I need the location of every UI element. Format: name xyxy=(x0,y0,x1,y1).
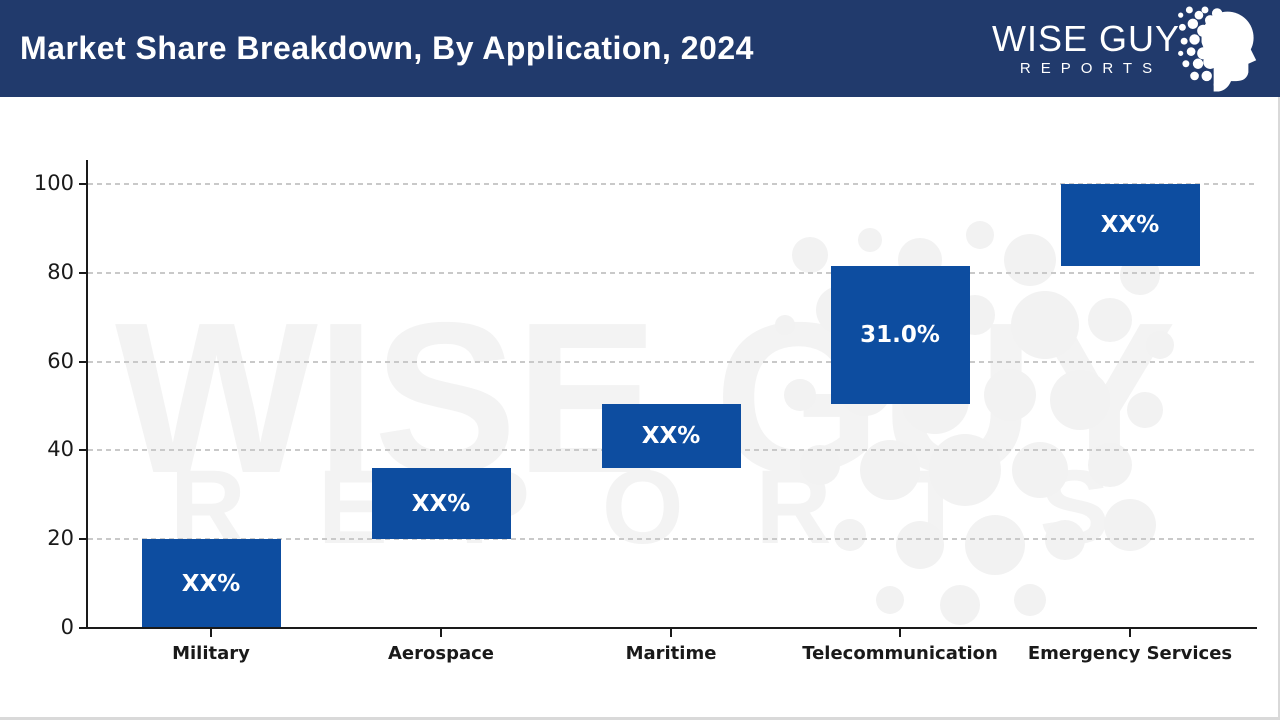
bar: XX% xyxy=(601,403,741,469)
wise-guy-face-icon xyxy=(1178,5,1257,92)
brand-subname: REPORTS xyxy=(1019,59,1163,77)
y-tick-mark xyxy=(79,183,87,185)
x-tick-label: Maritime xyxy=(625,643,717,664)
x-tick-label: Military xyxy=(172,643,250,664)
y-axis-line xyxy=(86,160,88,628)
x-tick-mark xyxy=(210,628,212,637)
bar: 31.0% xyxy=(830,266,970,404)
bar-value-label: 31.0% xyxy=(860,321,940,348)
plot-area: 0 20 40 60 80 100 XX% Military XX% Aerospace XX% Ma… xyxy=(0,97,1280,720)
x-tick-mark xyxy=(440,628,442,637)
y-tick-label: 60 xyxy=(47,348,74,373)
y-tick-mark xyxy=(79,360,87,363)
y-tick-mark xyxy=(79,627,87,629)
y-tick-label: 80 xyxy=(47,259,74,284)
y-tick-label: 20 xyxy=(47,526,74,551)
header-bar: Market Share Breakdown, By Application, … xyxy=(0,0,1280,97)
bar-value-label: XX% xyxy=(411,490,471,517)
brand-logo: WISE GUY REPORTS xyxy=(992,3,1266,95)
gridline xyxy=(88,271,1255,274)
y-tick-mark xyxy=(79,538,87,541)
x-tick-label: Aerospace xyxy=(387,643,494,664)
y-tick-mark xyxy=(79,271,87,274)
x-tick-mark xyxy=(670,628,672,637)
gridline xyxy=(88,538,1255,541)
x-tick-label: Emergency Services xyxy=(1027,643,1233,664)
bar-value-label: XX% xyxy=(641,422,701,449)
y-tick-label: 40 xyxy=(47,437,74,462)
bar: XX% xyxy=(1060,184,1200,267)
page-title: Market Share Breakdown, By Application, … xyxy=(20,30,754,66)
brand-logo-text: WISE GUY REPORTS xyxy=(992,20,1180,77)
y-tick-label: 100 xyxy=(33,171,74,195)
x-tick-mark xyxy=(899,628,901,637)
bar: XX% xyxy=(141,539,281,628)
bar-value-label: XX% xyxy=(181,570,241,597)
x-tick-mark xyxy=(1129,628,1131,637)
bar-value-label: XX% xyxy=(1100,212,1160,239)
gridline xyxy=(88,360,1255,363)
y-tick-label: 0 xyxy=(60,615,74,639)
brand-name: WISE GUY xyxy=(991,18,1180,60)
x-tick-label: Telecommunication xyxy=(802,643,998,664)
gridline xyxy=(88,183,1255,185)
y-tick-mark xyxy=(79,449,87,452)
bar: XX% xyxy=(371,468,511,540)
